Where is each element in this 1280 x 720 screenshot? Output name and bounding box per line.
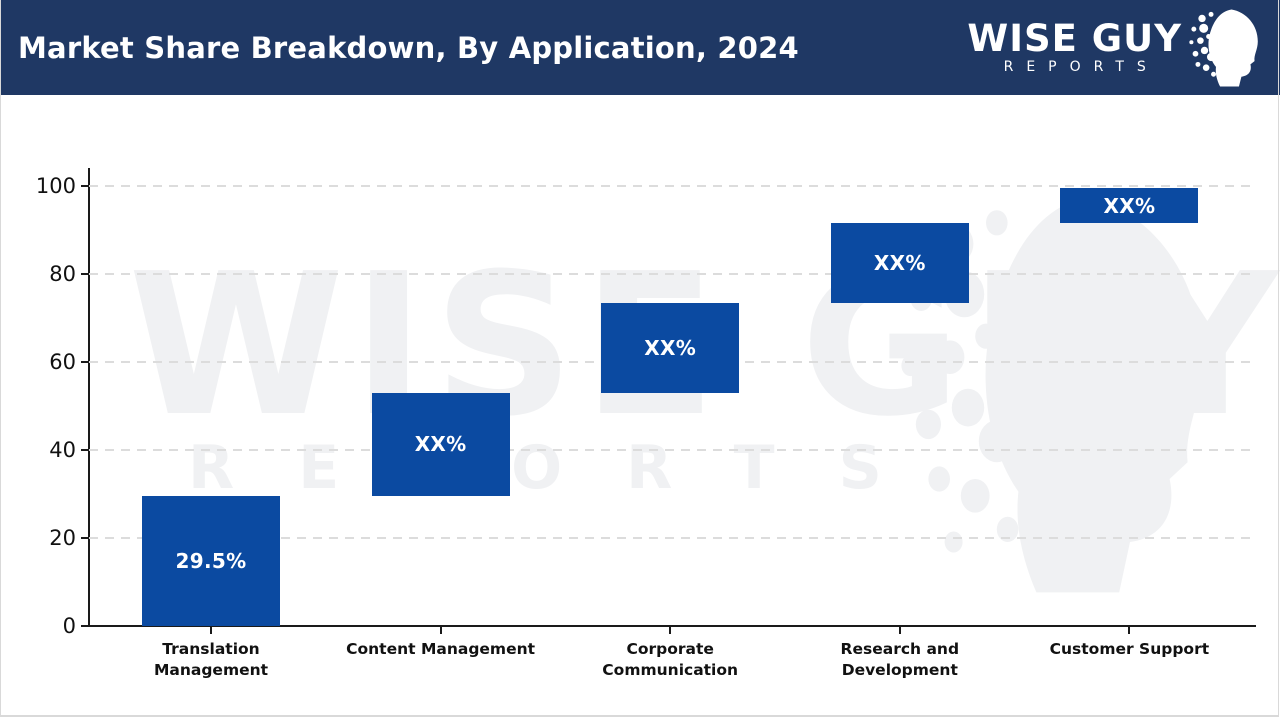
y-axis-tick [81, 273, 89, 275]
x-axis-tick [669, 626, 672, 634]
chart-title: Market Share Breakdown, By Application, … [18, 30, 799, 65]
logo-text: WISE GUY REPORTS [967, 17, 1182, 76]
grid-line [89, 273, 1256, 275]
y-tick-label: 100 [35, 174, 76, 198]
bar: XX% [830, 223, 969, 303]
y-axis-tick [81, 537, 89, 539]
bar: 29.5% [142, 496, 280, 626]
header-bar: Market Share Breakdown, By Application, … [0, 0, 1280, 95]
y-axis-tick [81, 361, 89, 363]
x-category-label: Customer Support [1049, 640, 1210, 658]
bar-value-label: XX% [873, 250, 926, 275]
bar: XX% [601, 302, 740, 393]
y-axis-tick [81, 185, 89, 187]
bar-value-label: XX% [644, 335, 697, 360]
bar-value-label: 29.5% [175, 549, 247, 574]
y-tick-label: 0 [62, 614, 76, 638]
bar: XX% [1060, 188, 1199, 224]
y-axis-tick [81, 449, 89, 451]
y-axis-line [88, 168, 90, 627]
grid-line [89, 537, 1256, 539]
x-category-label: Research and Development [840, 640, 960, 679]
y-tick-label: 80 [49, 262, 76, 286]
x-category-label: Corporate Communication [602, 640, 739, 679]
x-category-label: Translation Management [153, 640, 269, 679]
grid-line [89, 185, 1256, 187]
x-category-label: Content Management [346, 640, 536, 658]
logo-head-icon [1189, 8, 1258, 87]
grid-line [89, 449, 1256, 451]
x-axis-tick [439, 626, 442, 634]
bar: XX% [371, 392, 510, 497]
x-axis-tick [210, 626, 212, 634]
x-axis-tick [898, 626, 901, 634]
logo-subtext: REPORTS [1003, 59, 1159, 75]
bar-value-label: XX% [414, 432, 467, 457]
watermark-head-icon [901, 197, 1202, 593]
bar-value-label: XX% [1103, 193, 1156, 218]
watermark-subtext: REPORTS [188, 433, 946, 503]
x-axis-tick [1128, 626, 1131, 634]
y-tick-label: 60 [49, 350, 76, 374]
wise-guy-logo: WISE GUY REPORTS [967, 6, 1266, 90]
y-axis-tick [81, 625, 89, 627]
y-tick-label: 40 [49, 438, 76, 462]
logo-wordmark: WISE GUY [967, 17, 1182, 60]
y-tick-label: 20 [49, 526, 76, 550]
